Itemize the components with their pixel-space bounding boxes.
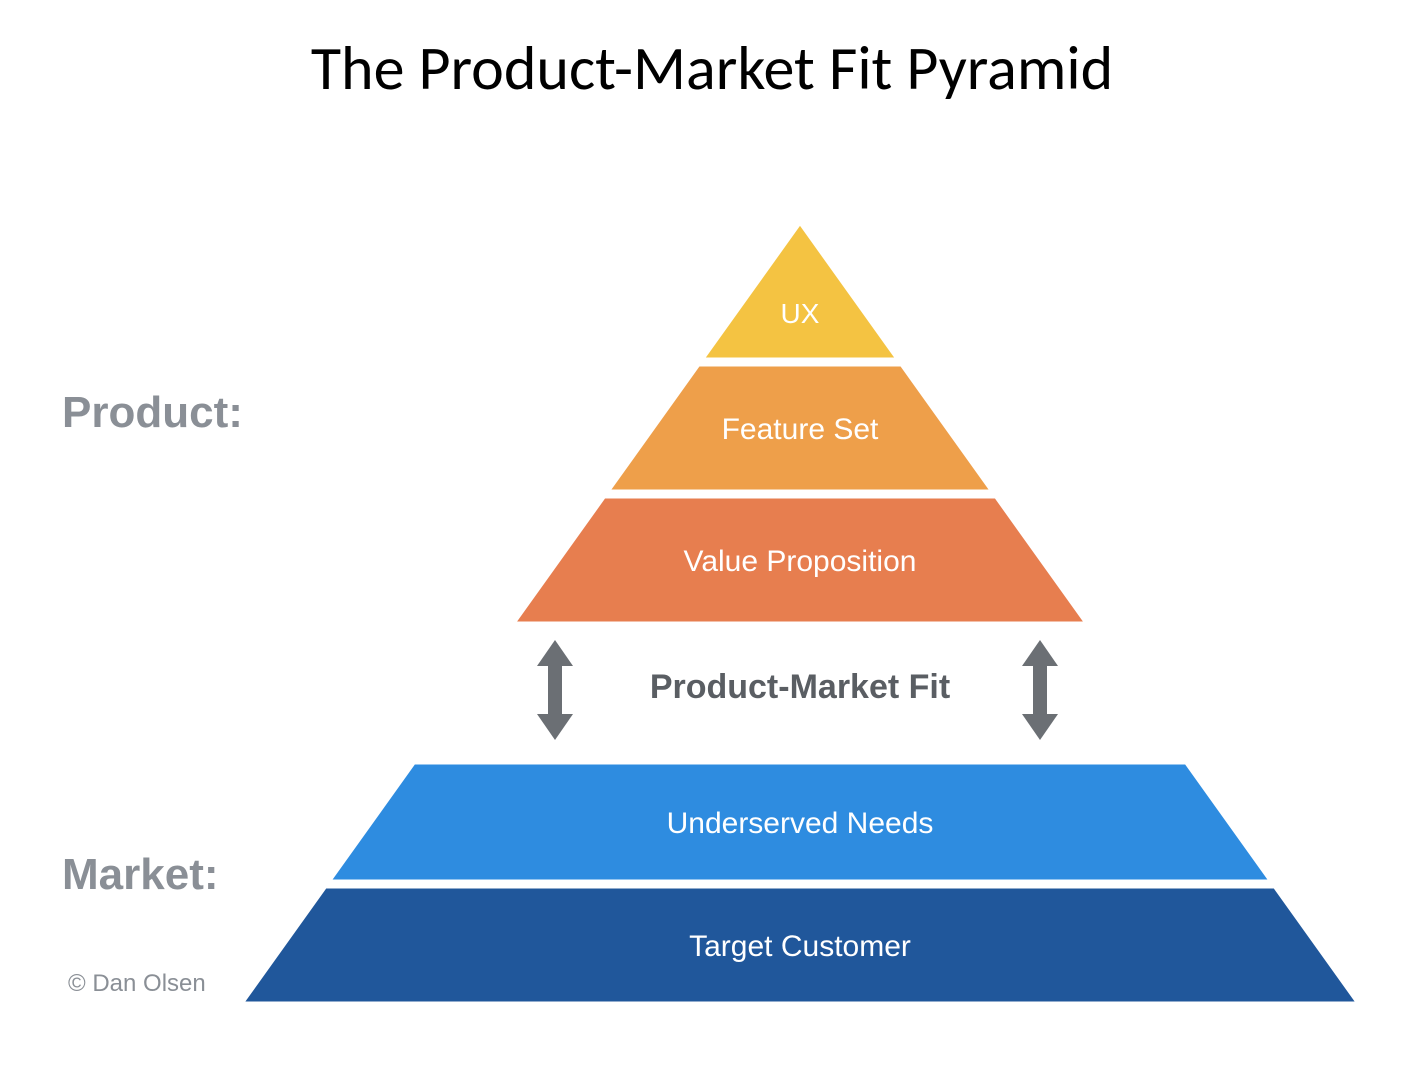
pyramid-layer-label: Target Customer	[689, 930, 911, 963]
pyramid-layer	[705, 225, 895, 358]
pyramid-layer-label: Feature Set	[722, 413, 879, 446]
double-arrow-icon	[1022, 640, 1058, 740]
pyramid-layer-label: UX	[781, 298, 820, 329]
pyramid-diagram: UX Feature Set Value Proposition Underserve…	[0, 0, 1424, 1065]
pyramid-layer-label: Value Proposition	[684, 545, 917, 578]
double-arrow-icon	[537, 640, 573, 740]
pyramid-layer-label: Underserved Needs	[667, 807, 934, 840]
